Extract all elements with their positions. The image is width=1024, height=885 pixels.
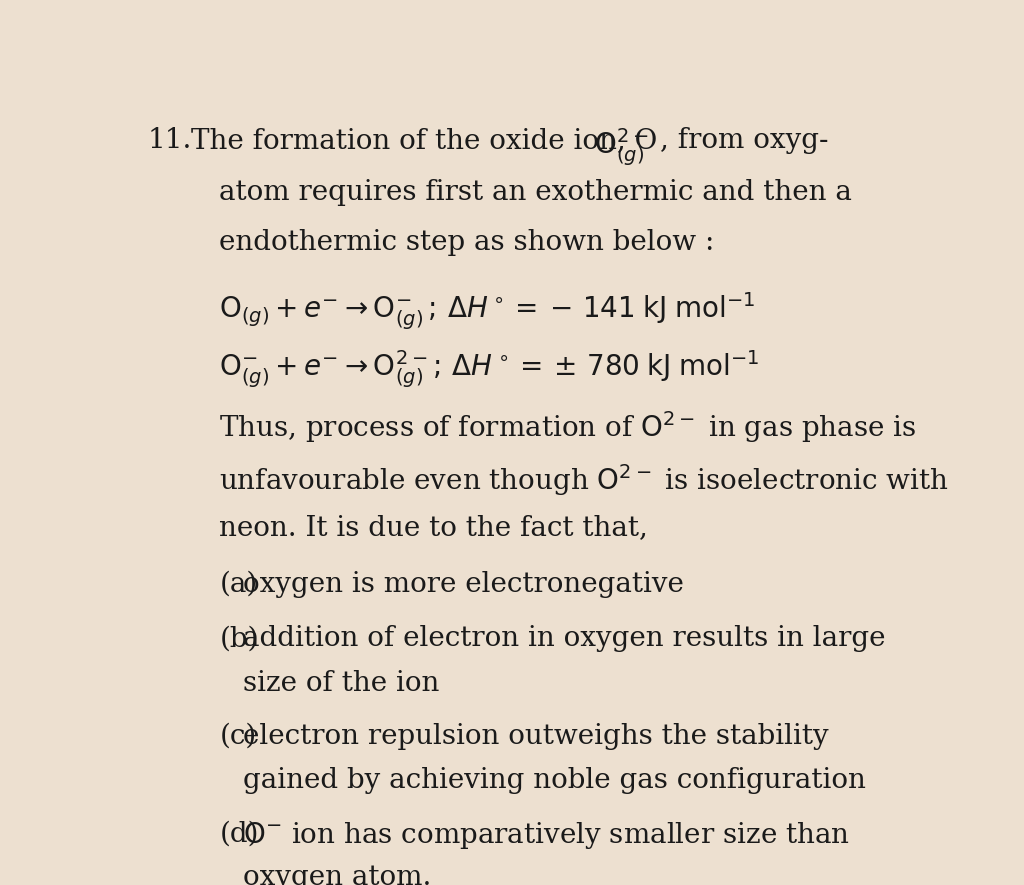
Text: gained by achieving noble gas configuration: gained by achieving noble gas configurat… [243, 767, 866, 794]
Text: $\mathrm{O}^{-}$ ion has comparatively smaller size than: $\mathrm{O}^{-}$ ion has comparatively s… [243, 820, 850, 851]
Text: Thus, process of formation of $\mathrm{O}^{2-}$ in gas phase is: Thus, process of formation of $\mathrm{O… [219, 410, 916, 445]
Text: oxygen atom.: oxygen atom. [243, 864, 431, 885]
Text: The formation of the oxide ion, O: The formation of the oxide ion, O [191, 127, 657, 154]
Text: electron repulsion outweighs the stability: electron repulsion outweighs the stabili… [243, 723, 828, 750]
Text: (b): (b) [219, 626, 259, 652]
Text: size of the ion: size of the ion [243, 670, 439, 696]
Text: atom requires first an exothermic and then a: atom requires first an exothermic and th… [219, 179, 852, 206]
Text: addition of electron in oxygen results in large: addition of electron in oxygen results i… [243, 626, 886, 652]
Text: (a): (a) [219, 571, 257, 598]
Text: unfavourable even though $\mathrm{O}^{2-}$ is isoelectronic with: unfavourable even though $\mathrm{O}^{2-… [219, 462, 949, 498]
Text: oxygen is more electronegative: oxygen is more electronegative [243, 571, 684, 598]
Text: $\mathrm{O}^{2-}_{(g)}$: $\mathrm{O}^{2-}_{(g)}$ [594, 127, 648, 168]
Text: endothermic step as shown below :: endothermic step as shown below : [219, 229, 715, 256]
Text: (c): (c) [219, 723, 257, 750]
Text: $\mathrm{O}_{(g)} + e^{-} \rightarrow \mathrm{O}^{-}_{(g)}$$\,;\, \Delta H^\circ: $\mathrm{O}_{(g)} + e^{-} \rightarrow \m… [219, 290, 756, 332]
Text: neon. It is due to the fact that,: neon. It is due to the fact that, [219, 513, 648, 541]
Text: (d): (d) [219, 820, 259, 847]
Text: $\mathrm{O}^{-}_{(g)} + e^{-} \rightarrow \mathrm{O}^{2-}_{(g)}$$;\, \Delta H^\c: $\mathrm{O}^{-}_{(g)} + e^{-} \rightarro… [219, 348, 760, 389]
Text: 11.: 11. [147, 127, 193, 154]
Text: , from oxyg-: , from oxyg- [659, 127, 828, 154]
